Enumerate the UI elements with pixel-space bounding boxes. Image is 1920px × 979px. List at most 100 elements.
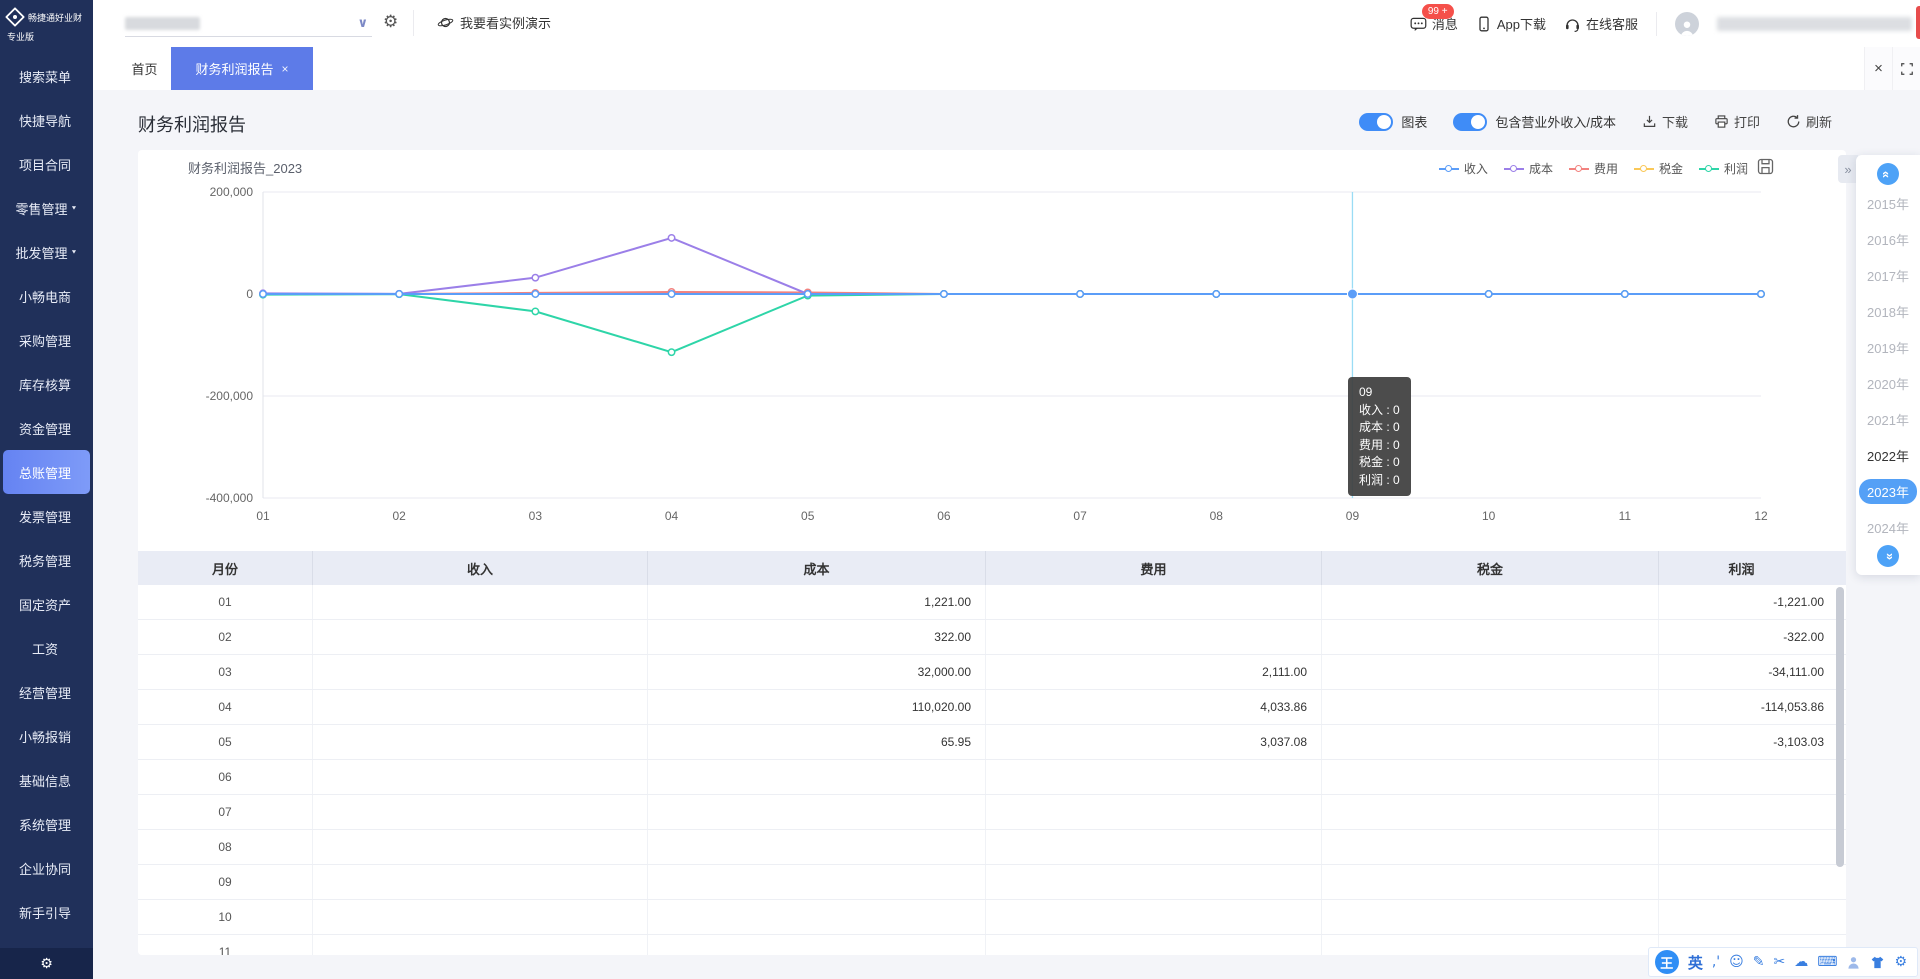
avatar[interactable] xyxy=(1675,11,1699,36)
col-header-profit[interactable]: 利润 xyxy=(1728,561,1755,577)
year-item[interactable]: 2015年 xyxy=(1856,185,1920,221)
col-header-cost[interactable]: 成本 xyxy=(648,551,986,585)
close-all-button[interactable]: × xyxy=(1864,47,1892,90)
edge-widget[interactable] xyxy=(1916,6,1920,39)
table-row[interactable]: 04 110,020.00 4,033.86 -114,053.86 xyxy=(138,690,1846,725)
cell-tax xyxy=(1322,830,1659,864)
ime-tool-icon[interactable]: ,' xyxy=(1711,954,1721,970)
include-nonoperating-toggle[interactable]: 包含营业外收入/成本 xyxy=(1453,112,1616,131)
table-row[interactable]: 03 32,000.00 2,111.00 -34,111.00 xyxy=(138,655,1846,690)
year-item[interactable]: 2016年 xyxy=(1856,221,1920,257)
demo-link[interactable]: 我要看实例演示 xyxy=(437,13,551,32)
legend-item[interactable]: 费用 xyxy=(1568,160,1618,177)
col-header-tax[interactable]: 税金 xyxy=(1322,551,1659,585)
cell-cost xyxy=(648,900,986,934)
year-item[interactable]: 2017年 xyxy=(1856,257,1920,293)
table-row[interactable]: 01 1,221.00 -1,221.00 xyxy=(138,585,1846,620)
table-row[interactable]: 02 322.00 -322.00 xyxy=(138,620,1846,655)
sidebar-item[interactable]: 小畅报销 xyxy=(3,714,90,758)
tab-report[interactable]: 财务利润报告 × xyxy=(171,47,313,90)
sidebar-item[interactable]: 税务管理 xyxy=(3,538,90,582)
col-header-income[interactable]: 收入 xyxy=(313,551,648,585)
messages-button[interactable]: 99 + 消息 xyxy=(1410,4,1458,33)
sidebar-item[interactable]: 基础信息 xyxy=(3,758,90,802)
legend-item[interactable]: 利润 xyxy=(1698,160,1748,177)
cell-profit xyxy=(1659,900,1846,934)
table-row[interactable]: 11 xyxy=(138,935,1846,955)
fullscreen-button[interactable] xyxy=(1892,47,1920,90)
year-item[interactable]: 2020年 xyxy=(1856,365,1920,401)
toggle-switch-on[interactable] xyxy=(1359,112,1394,131)
sidebar-item[interactable]: 小畅电商 xyxy=(3,274,90,318)
sidebar-item[interactable]: 工资 xyxy=(3,626,90,670)
app-download-button[interactable]: App下载 xyxy=(1476,14,1546,33)
legend-label: 成本 xyxy=(1528,162,1553,176)
legend-item[interactable]: 收入 xyxy=(1438,160,1488,177)
person-icon[interactable] xyxy=(1846,955,1861,970)
sidebar-item[interactable]: 系统管理 xyxy=(3,802,90,846)
sidebar-item-label: 工资 xyxy=(31,641,58,657)
sidebar-item[interactable]: 资金管理 xyxy=(3,406,90,450)
table-row[interactable]: 07 xyxy=(138,795,1846,830)
input-method-bar: 王 英 ,' ☺ ✎ ✂ ☁ ⌨ ⚙ xyxy=(1647,947,1918,977)
cell-profit: -1,221.00 xyxy=(1773,595,1824,609)
table-row[interactable]: 05 65.95 3,037.08 -3,103.03 xyxy=(138,725,1846,760)
toggle-switch-on[interactable] xyxy=(1453,112,1488,131)
year-item[interactable]: 2022年 xyxy=(1856,437,1920,473)
sidebar-item[interactable]: 搜索菜单 xyxy=(3,54,90,98)
legend-item[interactable]: 税金 xyxy=(1633,160,1683,177)
ime-language-toggle[interactable]: 英 xyxy=(1687,954,1703,972)
table-row[interactable]: 06 xyxy=(138,760,1846,795)
sidebar-item[interactable]: 发票管理 xyxy=(3,494,90,538)
gear-icon[interactable]: ⚙ xyxy=(383,12,399,31)
year-item[interactable]: 2018年 xyxy=(1856,293,1920,329)
table-row[interactable]: 09 xyxy=(138,865,1846,900)
print-button[interactable]: 打印 xyxy=(1714,112,1760,131)
ime-tool-icon[interactable]: ⌨ xyxy=(1817,954,1838,970)
scroll-years-down-button[interactable]: « xyxy=(1877,545,1899,567)
sidebar-item[interactable]: 库存核算 xyxy=(3,362,90,406)
legend-item[interactable]: 成本 xyxy=(1503,160,1553,177)
tab-close-icon[interactable]: × xyxy=(281,61,289,76)
table-scrollbar-thumb[interactable] xyxy=(1836,587,1844,867)
download-button[interactable]: 下载 xyxy=(1642,112,1688,131)
col-header-expense[interactable]: 费用 xyxy=(986,551,1322,585)
year-item[interactable]: 2019年 xyxy=(1856,329,1920,365)
tab-home[interactable]: 首页 xyxy=(118,47,171,90)
chart-toggle[interactable]: 图表 xyxy=(1359,112,1427,131)
sidebar-item[interactable]: 零售管理 ▼ xyxy=(3,186,90,230)
sidebar-item[interactable]: 经营管理 xyxy=(3,670,90,714)
settings-gear-icon[interactable]: ⚙ xyxy=(40,955,53,971)
sidebar-item[interactable]: 新手引导 xyxy=(3,890,90,934)
ime-tool-icon[interactable]: ✎ xyxy=(1752,954,1765,970)
refresh-button[interactable]: 刷新 xyxy=(1786,112,1832,131)
col-header-month[interactable]: 月份 xyxy=(138,551,313,585)
year-item[interactable]: 2024年 xyxy=(1856,509,1920,545)
sidebar-item-label: 总账管理 xyxy=(18,465,71,481)
sidebar-item[interactable]: 固定资产 xyxy=(3,582,90,626)
sidebar-item[interactable]: 总账管理 xyxy=(3,450,90,494)
sidebar-item[interactable]: 项目合同 xyxy=(3,142,90,186)
sidebar-item[interactable]: 快捷导航 xyxy=(3,98,90,142)
ime-tool-icon[interactable]: ✂ xyxy=(1773,954,1786,970)
cell-tax xyxy=(1322,795,1659,829)
sidebar-item[interactable]: 采购管理 xyxy=(3,318,90,362)
year-item[interactable]: 2021年 xyxy=(1856,401,1920,437)
scroll-years-up-button[interactable]: « xyxy=(1877,163,1899,185)
year-panel-collapse-button[interactable]: » xyxy=(1838,155,1858,183)
tshirt-icon[interactable] xyxy=(1870,955,1885,970)
company-selector[interactable]: ∨ xyxy=(125,10,372,37)
ime-tool-icon[interactable]: ☺ xyxy=(1729,954,1744,970)
ime-tool-icon[interactable]: ☁ xyxy=(1794,954,1809,970)
printer-icon xyxy=(1714,114,1729,129)
support-button[interactable]: 在线客服 xyxy=(1564,14,1638,33)
save-image-icon[interactable] xyxy=(1757,158,1774,175)
table-row[interactable]: 08 xyxy=(138,830,1846,865)
sidebar-item[interactable]: 企业协同 xyxy=(3,846,90,890)
year-item[interactable]: 2023年 xyxy=(1856,473,1920,509)
table-row[interactable]: 10 xyxy=(138,900,1846,935)
sidebar-item[interactable]: 批发管理 ▼ xyxy=(3,230,90,274)
ime-logo[interactable]: 王 xyxy=(1654,950,1679,974)
ime-settings-gear-icon[interactable]: ⚙ xyxy=(1894,954,1907,970)
